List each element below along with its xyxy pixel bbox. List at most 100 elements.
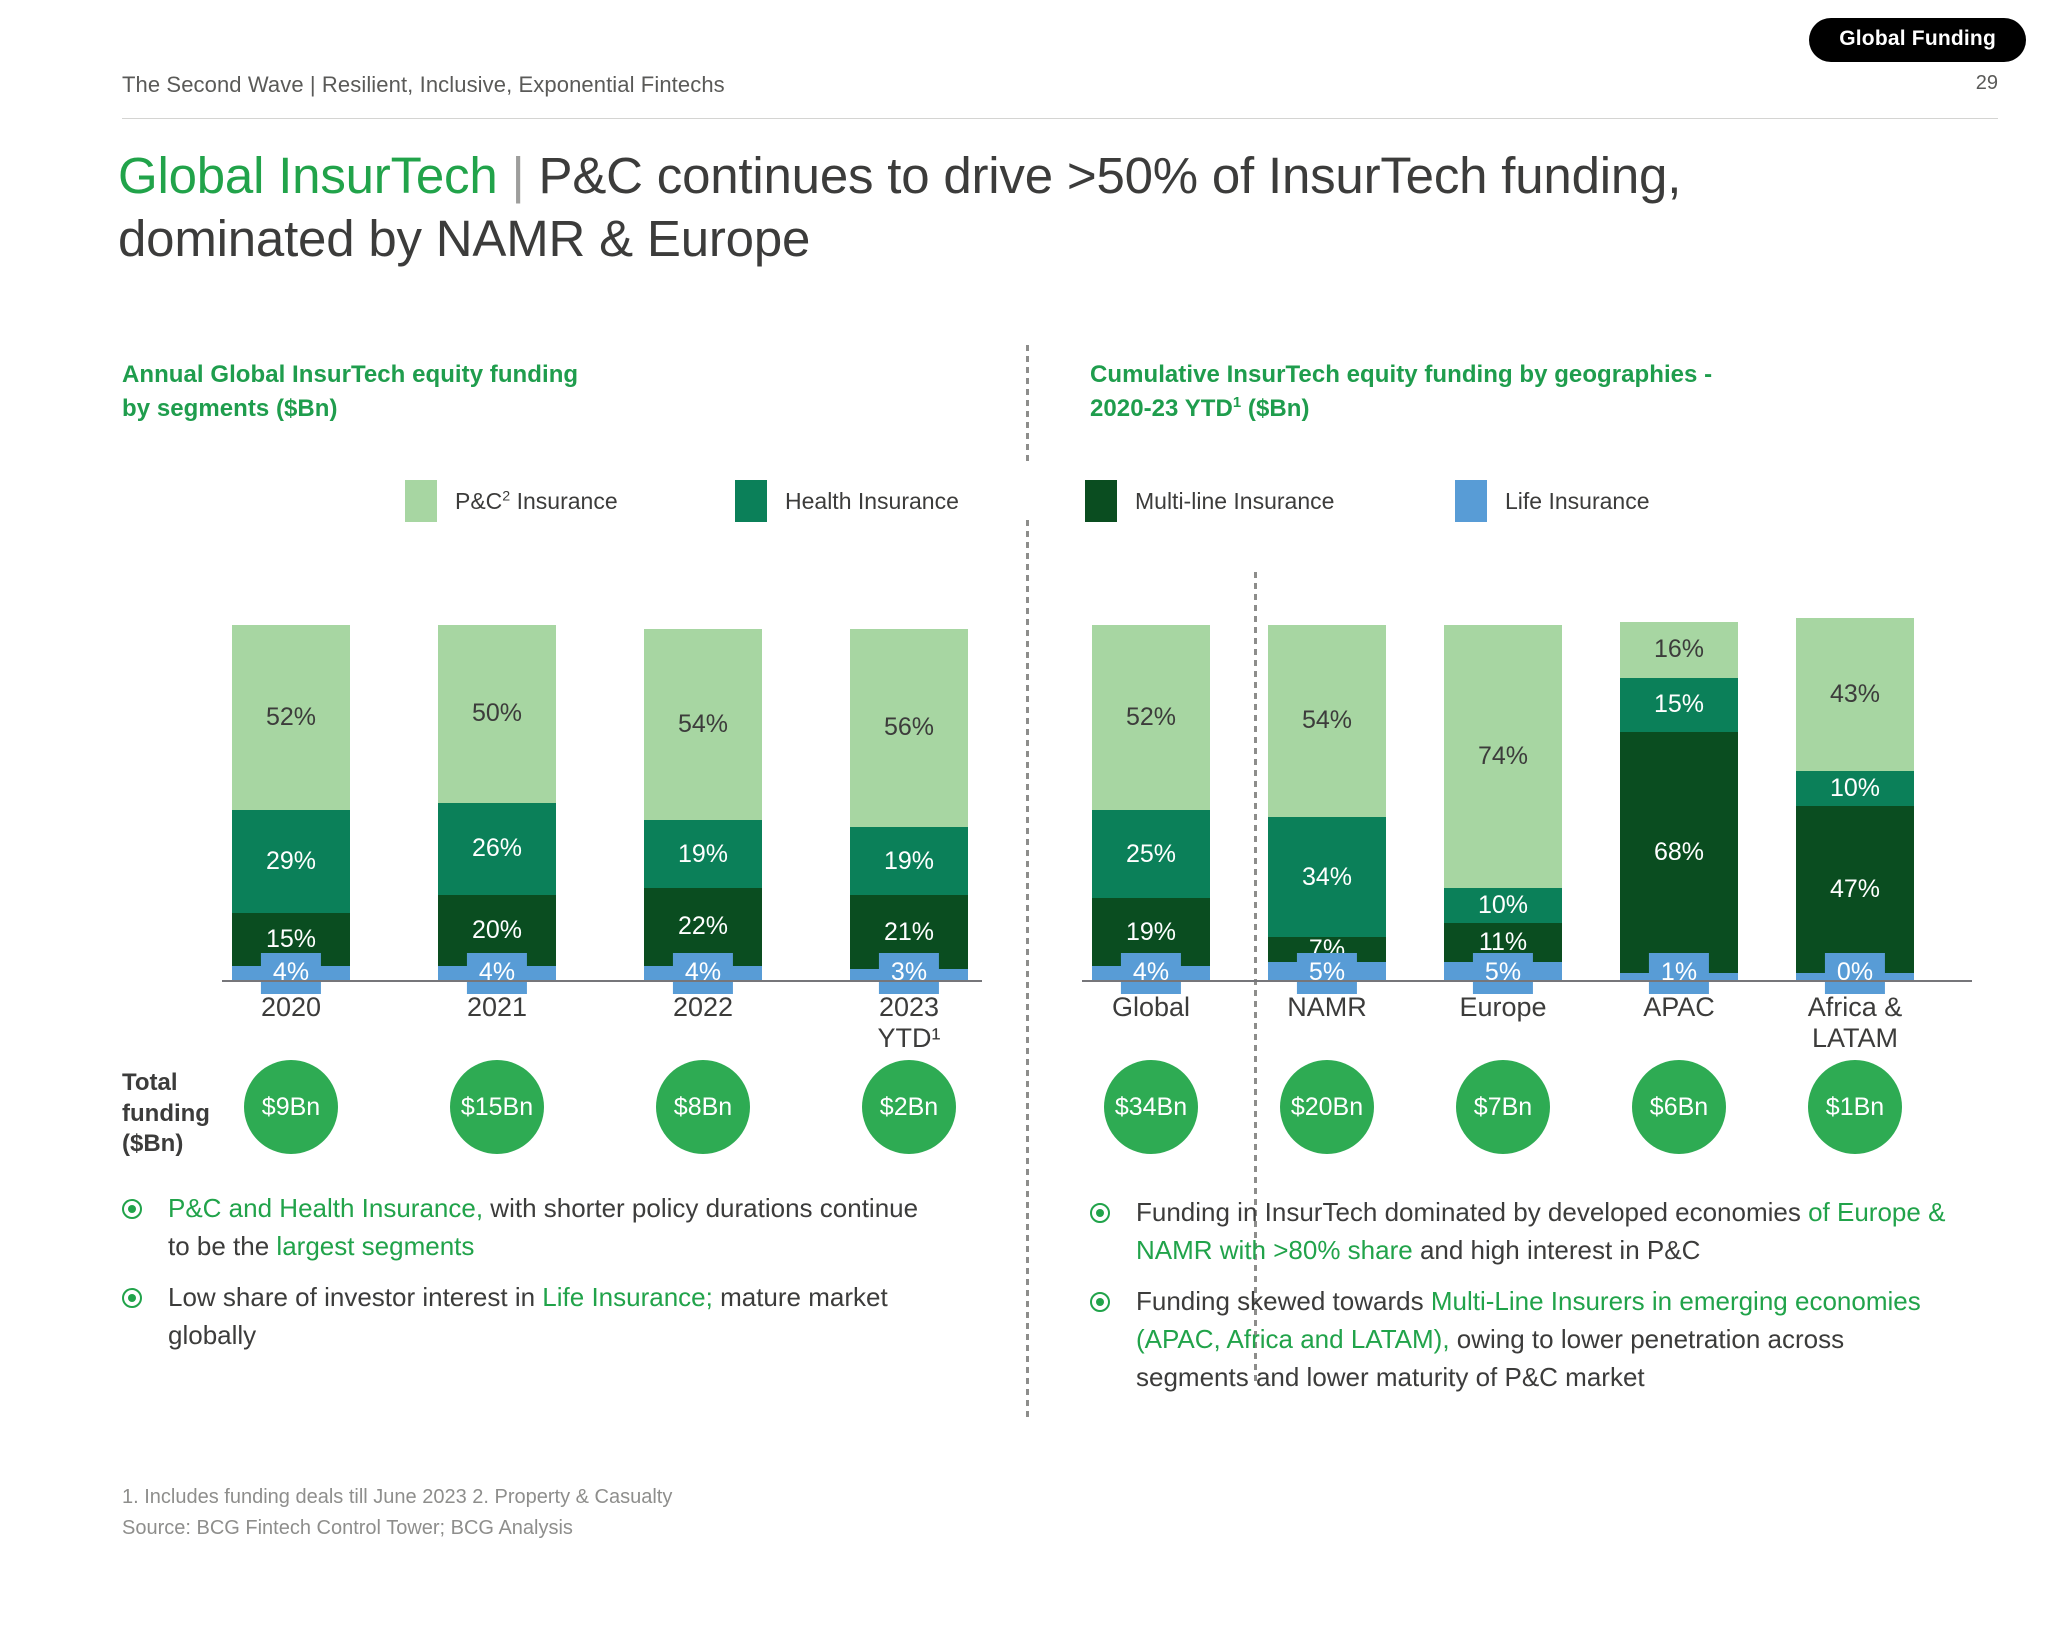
total-funding-label: Total funding ($Bn) <box>122 1068 272 1160</box>
right-chart-heading-years: 2020-23 YTD <box>1090 395 1233 423</box>
bar-segment-hi[interactable]: 19% <box>850 827 968 895</box>
total-funding-bubble[interactable]: $9Bn <box>244 1060 338 1154</box>
bar-segment-ml[interactable]: 15% <box>232 912 350 966</box>
bar-segment-pc[interactable]: 16% <box>1620 621 1738 679</box>
list-item-text: Low share of investor interest in Life I… <box>168 1279 922 1354</box>
bar-column[interactable]: 16% 15% 68% 1% <box>1620 572 1738 994</box>
bar-segment-pc[interactable]: 50% <box>438 625 556 803</box>
total-funding-bubble-wrap: $7Bn <box>1444 1060 1562 1154</box>
total-funding-bubble-wrap: $15Bn <box>438 1060 556 1154</box>
total-funding-bubble[interactable]: $34Bn <box>1104 1060 1198 1154</box>
bar-segment-hi[interactable]: 26% <box>438 802 556 895</box>
total-funding-bubble[interactable]: $7Bn <box>1456 1060 1550 1154</box>
total-funding-value: $15Bn <box>460 1092 534 1121</box>
stacked-bar: 50% 26% 20% <box>438 625 556 980</box>
plain-text: mature market globally <box>168 1282 888 1351</box>
bar-segment-label: 54% <box>677 709 729 738</box>
x-axis-label: Africa & LATAM <box>1807 992 1903 1053</box>
bullet-dot-icon <box>1090 1203 1110 1223</box>
total-funding-value: $9Bn <box>261 1092 321 1121</box>
legend-label-pc: P&C2 Insurance <box>455 487 618 514</box>
stacked-bar: 54% 19% 22% <box>644 628 762 980</box>
total-funding-value: $34Bn <box>1114 1092 1188 1121</box>
cumulative-funding-by-geography-chart: 52% 25% 19% 4% 54% 34% 7% 5% 74% 10% 11% 5% 16% 15% 68… <box>1092 572 1962 994</box>
highlighted-text: of Europe & NAMR with >80% share <box>1136 1197 1946 1265</box>
bar-segment-pc[interactable]: 74% <box>1444 625 1562 888</box>
bar-segment-ml[interactable]: 68% <box>1620 731 1738 973</box>
total-funding-bubble-wrap: $34Bn <box>1092 1060 1210 1154</box>
highlighted-text: P&C and Health Insurance, <box>168 1193 484 1223</box>
plain-text: Funding skewed towards <box>1136 1286 1431 1317</box>
total-funding-bubble-wrap: $9Bn <box>232 1060 350 1154</box>
bar-segment-label: 68% <box>1653 837 1705 866</box>
right-chart-heading-line2: 2020-23 YTD1 ($Bn) <box>1090 392 1910 426</box>
bar-segment-hi[interactable]: 15% <box>1620 678 1738 732</box>
global-vs-regions-divider <box>1254 572 1257 1382</box>
x-axis-label: 2023 YTD¹ <box>877 992 941 1053</box>
total-funding-bubble[interactable]: $15Bn <box>450 1060 544 1154</box>
total-funding-bubble-wrap: $6Bn <box>1620 1060 1738 1154</box>
bar-segment-hi[interactable]: 10% <box>1796 770 1914 807</box>
bar-column[interactable]: 52% 25% 19% 4% <box>1092 572 1210 994</box>
total-funding-bubble[interactable]: $1Bn <box>1808 1060 1902 1154</box>
total-funding-value: $2Bn <box>879 1092 939 1121</box>
global-funding-badge-label: Global Funding <box>1839 27 1996 50</box>
bar-column[interactable]: 54% 19% 22% 4% <box>644 572 762 994</box>
right-chart-heading-unit: ($Bn) <box>1241 395 1310 423</box>
bar-segment-pc[interactable]: 56% <box>850 628 968 828</box>
left-chart-heading: Annual Global InsurTech equity funding b… <box>122 358 762 426</box>
x-axis-label: Europe <box>1459 992 1547 1022</box>
page-number: 29 <box>1975 72 1998 94</box>
footnotes: 1. Includes funding deals till June 2023… <box>122 1482 672 1544</box>
bar-segment-pc[interactable]: 52% <box>1092 625 1210 810</box>
total-funding-bubble[interactable]: $2Bn <box>862 1060 956 1154</box>
total-funding-bubble[interactable]: $8Bn <box>656 1060 750 1154</box>
right-chart-heading-line1: Cumulative InsurTech equity funding by g… <box>1090 361 1713 388</box>
bar-column[interactable]: 52% 29% 15% 4% <box>232 572 350 994</box>
legend-label-ml: Multi-line Insurance <box>1135 487 1335 514</box>
x-axis-label: 2022 <box>672 992 734 1022</box>
page-title-rest: P&C continues to drive >50% of InsurTech… <box>118 147 1682 267</box>
legend-item-pc[interactable]: P&C2 Insurance <box>405 480 735 522</box>
bar-segment-hi[interactable]: 29% <box>232 809 350 913</box>
bar-segment-pc[interactable]: 43% <box>1796 618 1914 771</box>
bar-column[interactable]: 43% 10% 47% 0% <box>1796 572 1914 994</box>
total-funding-value: $1Bn <box>1825 1092 1885 1121</box>
bar-column[interactable]: 56% 19% 21% 3% <box>850 572 968 994</box>
life-value-tag: 5% <box>1472 953 1534 994</box>
x-axis-label: 2021 <box>466 992 528 1022</box>
bar-column[interactable]: 54% 34% 7% 5% <box>1268 572 1386 994</box>
total-funding-bubble[interactable]: $20Bn <box>1280 1060 1374 1154</box>
bar-segment-hi[interactable]: 25% <box>1092 809 1210 899</box>
total-funding-label-line2: funding <box>122 1099 210 1127</box>
bar-segment-label: 74% <box>1477 741 1529 770</box>
bar-segment-label: 20% <box>471 915 523 944</box>
left-chart-x-labels: 2020 2021 2022 2023 YTD¹ <box>232 992 970 1054</box>
bar-segment-hi[interactable]: 19% <box>644 820 762 888</box>
total-funding-bubble[interactable]: $6Bn <box>1632 1060 1726 1154</box>
bullet-dot-icon <box>122 1288 142 1309</box>
bar-segment-label: 15% <box>265 924 317 953</box>
bar-segment-label: 26% <box>471 834 523 863</box>
bar-column[interactable]: 50% 26% 20% 4% <box>438 572 556 994</box>
bar-segment-ml[interactable]: 22% <box>644 887 762 966</box>
bar-column[interactable]: 74% 10% 11% 5% <box>1444 572 1562 994</box>
bar-segment-hi[interactable]: 34% <box>1268 816 1386 938</box>
bar-segment-pc[interactable]: 52% <box>232 625 350 810</box>
legend-item-ml[interactable]: Multi-line Insurance <box>1085 480 1455 522</box>
bar-segment-ml[interactable]: 11% <box>1444 923 1562 963</box>
bar-segment-label: 22% <box>677 912 729 941</box>
bar-segment-pc[interactable]: 54% <box>644 628 762 821</box>
total-funding-value: $7Bn <box>1473 1092 1533 1121</box>
legend-item-life[interactable]: Life Insurance <box>1455 480 1649 522</box>
bar-segment-ml[interactable]: 47% <box>1796 806 1914 973</box>
bar-segment-hi[interactable]: 10% <box>1444 887 1562 924</box>
legend-swatch-pc-icon <box>405 480 437 522</box>
list-item: Funding skewed towards Multi-Line Insure… <box>1090 1283 1950 1396</box>
global-funding-badge: Global Funding <box>1809 18 2026 62</box>
left-chart-heading-line2: by segments ($Bn) <box>122 395 338 423</box>
bar-segment-pc[interactable]: 54% <box>1268 625 1386 817</box>
legend-item-hi[interactable]: Health Insurance <box>735 480 1085 522</box>
right-chart-heading: Cumulative InsurTech equity funding by g… <box>1090 358 1910 426</box>
list-item-text: P&C and Health Insurance, with shorter p… <box>168 1190 922 1265</box>
